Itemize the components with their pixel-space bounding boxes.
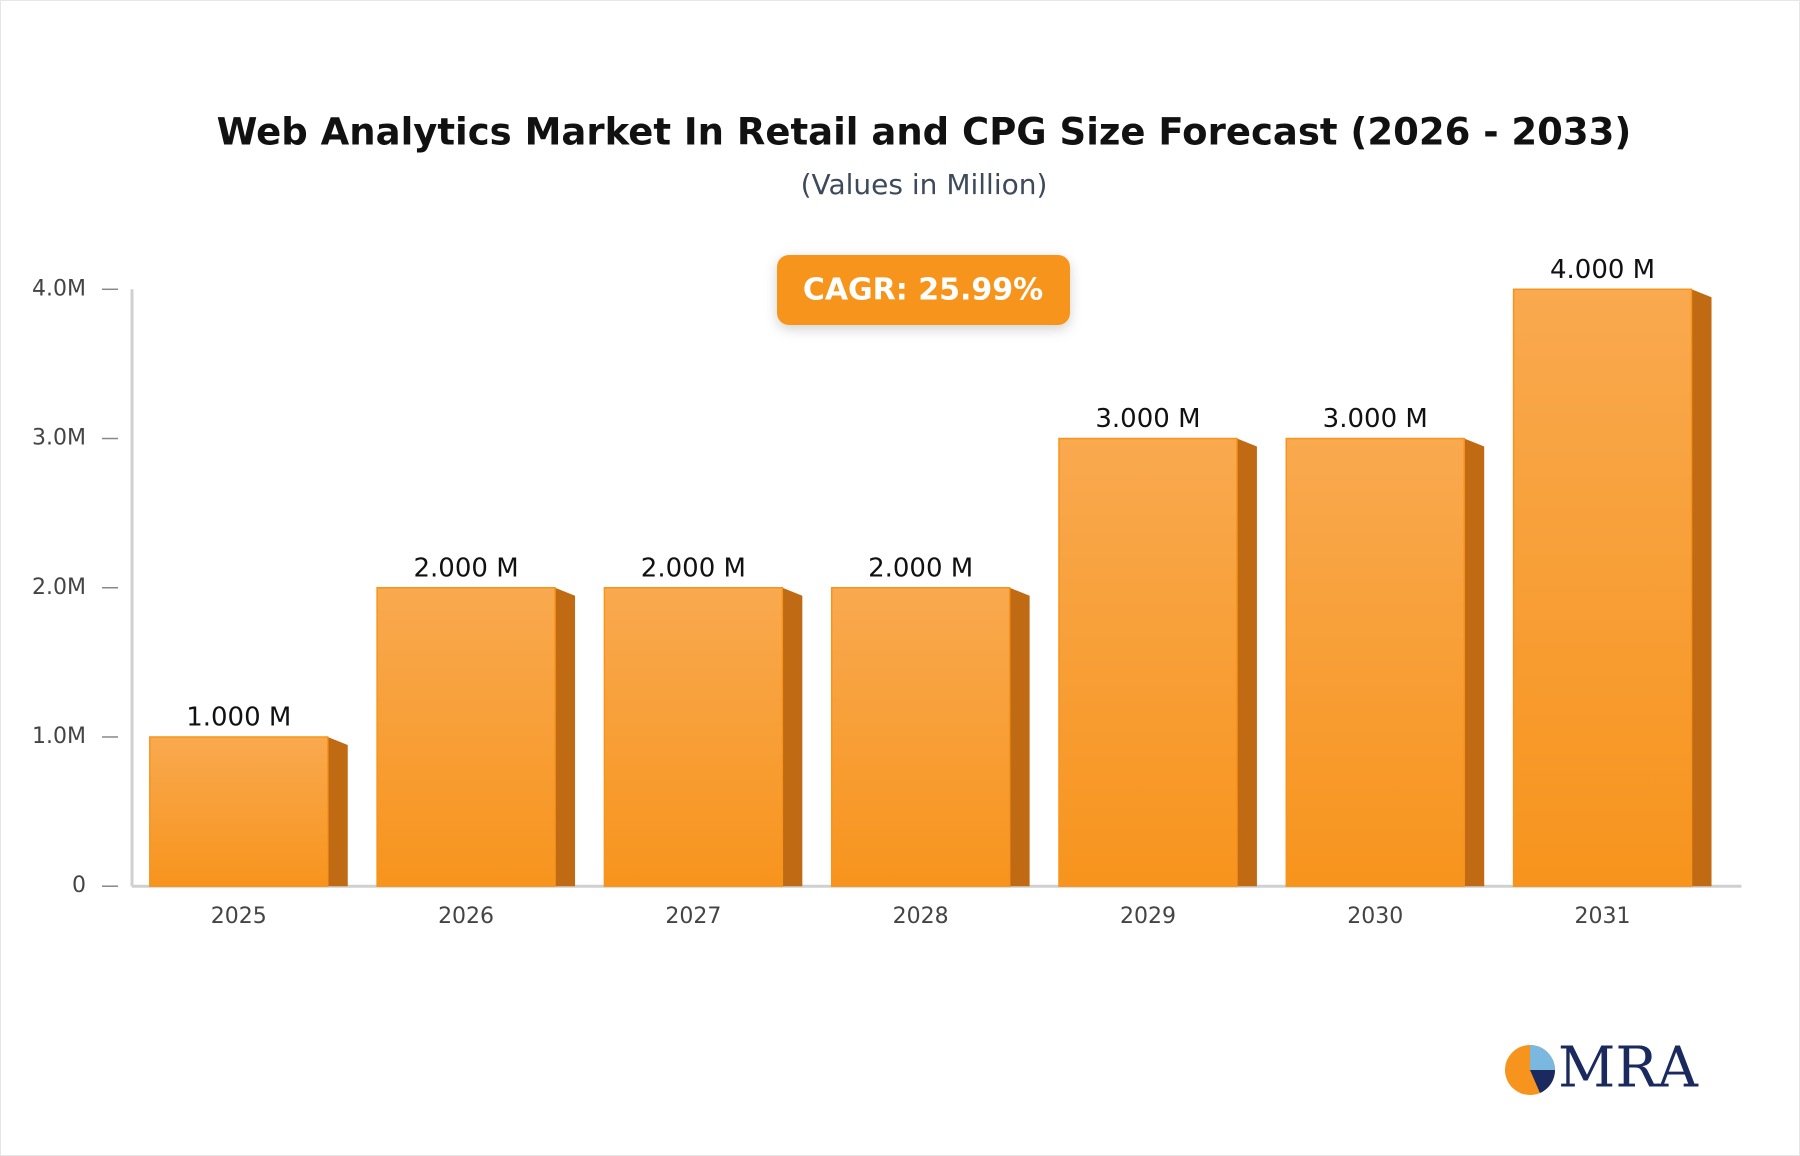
bar (149, 736, 329, 887)
y-tick-label: 0 (72, 873, 86, 898)
x-tick-label: 2026 (438, 904, 494, 929)
logo-text: MRA (1558, 1036, 1699, 1101)
bar-side (782, 587, 803, 887)
bar (830, 587, 1011, 887)
y-tick-label: 1.0M (32, 724, 86, 749)
bar-side (327, 736, 348, 887)
cagr-badge (777, 255, 1070, 325)
data-label: 3.000 M (1095, 404, 1200, 434)
x-tick-label: 2029 (1120, 904, 1176, 929)
bar-side (1236, 438, 1257, 887)
x-tick-label: 2028 (893, 904, 949, 929)
data-label: 3.000 M (1323, 404, 1428, 434)
y-tick-label: 3.0M (32, 426, 86, 451)
data-label: 2.000 M (414, 553, 519, 583)
y-tick-label: 4.0M (32, 276, 86, 301)
bar (603, 587, 784, 887)
logo-icon-slice (1530, 1070, 1556, 1093)
y-tick-label: 2.0M (32, 575, 86, 600)
x-tick-label: 2027 (665, 904, 721, 929)
data-label: 1.000 M (186, 702, 291, 732)
bar-side (1691, 289, 1712, 887)
bar-side (1464, 438, 1485, 887)
x-tick-label: 2030 (1347, 904, 1403, 929)
x-tick-label: 2031 (1575, 904, 1631, 929)
data-label: 4.000 M (1550, 255, 1655, 285)
bar-side (555, 587, 576, 887)
x-tick-label: 2025 (211, 904, 267, 929)
bar (1512, 288, 1693, 887)
cagr-label: CAGR: 25.99% (803, 273, 1043, 308)
bar (376, 587, 556, 887)
bar (1285, 437, 1465, 887)
bar (1058, 437, 1238, 887)
chart-subtitle: (Values in Million) (801, 168, 1048, 201)
chart-title: Web Analytics Market In Retail and CPG S… (217, 111, 1632, 154)
logo-icon-slice (1530, 1045, 1555, 1070)
bar-side (1009, 587, 1030, 887)
cagr-box (777, 255, 1070, 325)
data-label: 2.000 M (641, 553, 746, 583)
data-label: 2.000 M (868, 553, 973, 583)
